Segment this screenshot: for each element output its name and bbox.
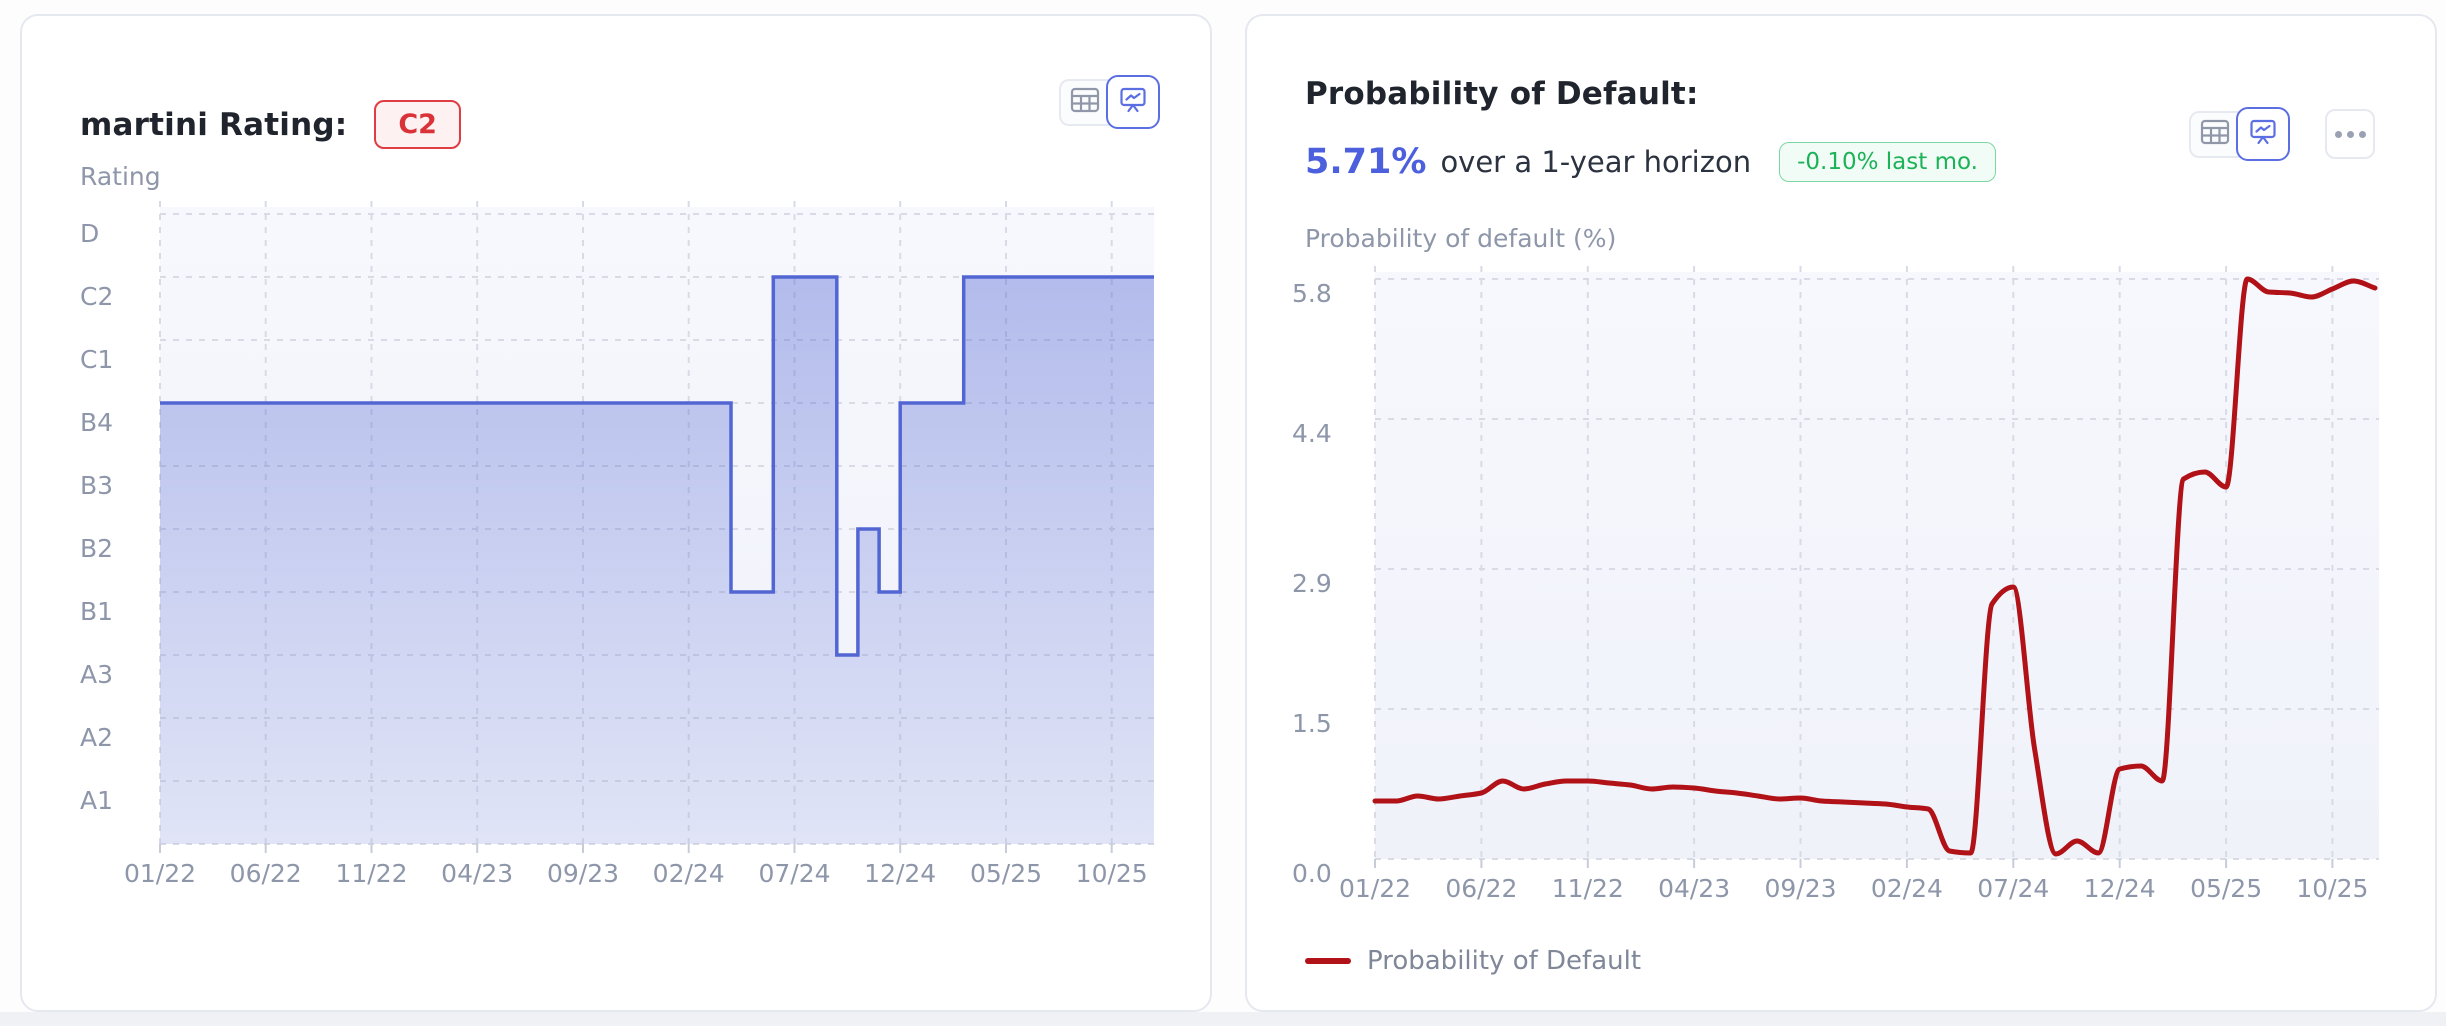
rating-y-tick-label: B1 (80, 597, 113, 626)
rating-card-header: martini Rating: C2 (80, 100, 461, 149)
line-chart-icon (1118, 85, 1148, 119)
pd-x-tick-label: 10/25 (2296, 874, 2368, 903)
pd-x-tick-label: 12/24 (2084, 874, 2156, 903)
pd-legend-label: Probability of Default (1367, 946, 1642, 976)
rating-y-tick-label: D (80, 219, 99, 248)
pd-card-title: Probability of Default: (1305, 76, 1699, 112)
pd-x-tick-label: 07/24 (1977, 874, 2049, 903)
rating-step-line (160, 275, 1154, 657)
pd-legend: Probability of Default (1305, 946, 1641, 976)
rating-x-tick-label: 09/23 (547, 859, 619, 888)
rating-y-tick-label: B3 (80, 471, 113, 500)
table-icon (2200, 119, 2230, 149)
pd-y-tick-label: 2.9 (1292, 569, 1332, 598)
more-options-button[interactable] (2325, 109, 2375, 159)
current-rating-badge: C2 (374, 100, 461, 149)
dots-icon (2334, 130, 2342, 138)
pd-headline-suffix: over a 1-year horizon (1440, 145, 1752, 179)
pd-x-tick-label: 09/23 (1764, 874, 1836, 903)
rating-x-tick-label: 06/22 (230, 859, 302, 888)
pd-view-toggle (2189, 107, 2290, 161)
pd-x-tick-label: 04/23 (1658, 874, 1730, 903)
rating-chart-svg: 01/22 06/22 11/22 04/23 09/23 02/24 07/24 12/24… (80, 201, 1154, 888)
rating-y-tick-label: A3 (80, 660, 113, 689)
rating-x-tick-label: 11/22 (335, 859, 407, 888)
rating-x-tick-label: 04/23 (441, 859, 513, 888)
pd-y-tick-label: 1.5 (1292, 709, 1332, 738)
pd-headline: 5.71% over a 1-year horizon -0.10% last … (1305, 142, 1996, 182)
rating-y-axis-title: Rating (80, 162, 161, 191)
pd-x-tick-label: 06/22 (1445, 874, 1517, 903)
pd-headline-value: 5.71% (1305, 142, 1427, 182)
line-chart-icon (2248, 117, 2278, 151)
rating-x-tick-label: 10/25 (1076, 859, 1148, 888)
pd-y-axis-title: Probability of default (%) (1305, 224, 1617, 253)
pd-chart-svg: 01/22 06/22 11/22 04/23 09/23 02/24 07/24 12/24… (1292, 266, 2379, 903)
rating-card-title: martini Rating: (80, 106, 348, 143)
chart-view-button-active[interactable] (2236, 107, 2290, 161)
pd-delta-badge: -0.10% last mo. (1779, 142, 1996, 182)
pd-plot-area[interactable] (1375, 272, 2379, 859)
rating-y-tick-label: C2 (80, 282, 113, 311)
rating-y-tick-label: B4 (80, 408, 113, 437)
table-view-button[interactable] (2189, 110, 2239, 158)
rating-view-toggle (1059, 75, 1160, 129)
rating-x-tick-label: 07/24 (758, 859, 830, 888)
pd-y-tick-label: 4.4 (1292, 419, 1332, 448)
table-icon (1070, 87, 1100, 117)
page-bottom-strip (0, 1012, 2446, 1026)
rating-card: 01/22 06/22 11/22 04/23 09/23 02/24 07/24 12/24… (20, 14, 1212, 1012)
pd-card: 01/22 06/22 11/22 04/23 09/23 02/24 07/24 12/24… (1245, 14, 2437, 1012)
pd-line (1372, 276, 2378, 857)
pd-x-tick-label: 11/22 (1552, 874, 1624, 903)
pd-x-tick-label: 05/25 (2190, 874, 2262, 903)
rating-y-tick-label: C1 (80, 345, 113, 374)
pd-y-tick-label: 0.0 (1292, 859, 1332, 888)
rating-x-tick-label: 05/25 (970, 859, 1042, 888)
pd-x-tick-label: 02/24 (1871, 874, 1943, 903)
pd-x-tick-label: 01/22 (1339, 874, 1411, 903)
table-view-button[interactable] (1059, 78, 1109, 126)
rating-y-tick-label: B2 (80, 534, 113, 563)
rating-y-tick-label: A2 (80, 723, 113, 752)
pd-y-tick-label: 5.8 (1292, 279, 1332, 308)
pd-legend-swatch (1305, 958, 1351, 964)
rating-y-tick-label: A1 (80, 786, 113, 815)
rating-x-tick-label: 02/24 (653, 859, 725, 888)
rating-x-tick-label: 12/24 (864, 859, 936, 888)
chart-view-button-active[interactable] (1106, 75, 1160, 129)
rating-x-tick-label: 01/22 (124, 859, 196, 888)
rating-step-area (160, 277, 1154, 844)
pd-toolbar (2189, 107, 2375, 161)
